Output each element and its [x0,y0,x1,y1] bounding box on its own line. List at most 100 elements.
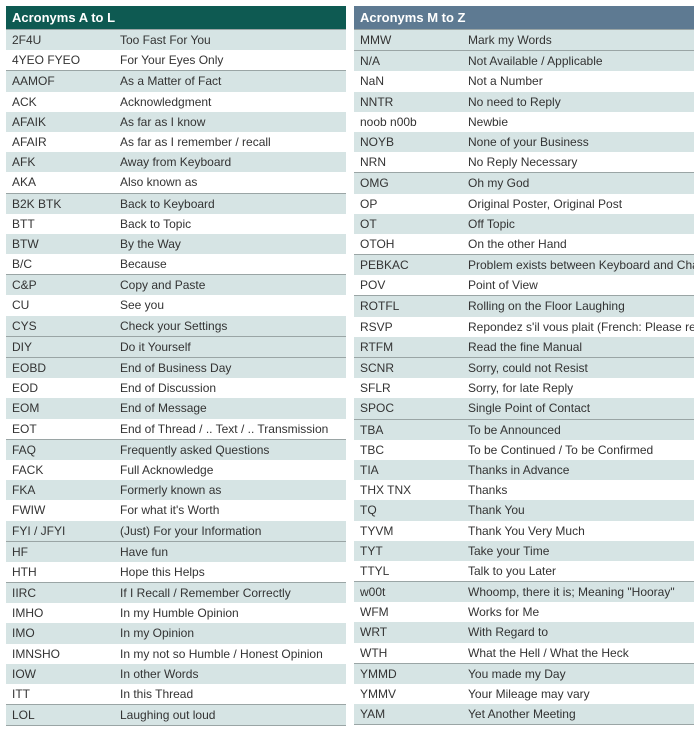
table-row: OTOHOn the other Hand [354,234,694,255]
definition-cell: Problem exists between Keyboard and Chai… [462,255,694,276]
table-row: 4YEO FYEOFor Your Eyes Only [6,50,346,71]
definition-cell: Newbie [462,112,694,132]
acronym-cell: noob n00b [354,112,462,132]
acronym-cell: EOM [6,398,114,418]
definition-cell: Not a Number [462,71,694,91]
table-row: WRTWith Regard to [354,622,694,642]
acronym-cell: B2K BTK [6,193,114,214]
table-row: EOTEnd of Thread / .. Text / .. Transmis… [6,419,346,440]
acronym-cell: NaN [354,71,462,91]
acronym-cell: FAQ [6,439,114,460]
definition-cell: Frequently asked Questions [114,439,346,460]
acronym-cell: HF [6,541,114,562]
table-row: TQThank You [354,500,694,520]
table-row: ACKAcknowledgment [6,92,346,112]
table-row: ROTFLRolling on the Floor Laughing [354,296,694,317]
definition-cell: You made my Day [462,663,694,684]
table-row: CYSCheck your Settings [6,316,346,337]
acronym-group: 2F4UToo Fast For You4YEO FYEOFor Your Ey… [6,30,346,71]
acronym-cell: WFM [354,602,462,622]
table-row: SPOCSingle Point of Contact [354,398,694,419]
table-row: SCNRSorry, could not Resist [354,358,694,379]
table-row: noob n00bNewbie [354,112,694,132]
acronym-group: w00tWhoomp, there it is; Meaning "Hooray… [354,582,694,664]
acronym-cell: EOT [6,419,114,440]
definition-cell: As a Matter of Fact [114,71,346,92]
definition-cell: Because [114,254,346,275]
table-row: IMNSHOIn my not so Humble / Honest Opini… [6,644,346,664]
definition-cell: Oh my God [462,173,694,194]
definition-cell: Off Topic [462,214,694,234]
table-left: 2F4UToo Fast For You4YEO FYEOFor Your Ey… [6,29,346,726]
acronym-cell: LOL [6,705,114,726]
definition-cell: Yet Another Meeting [462,704,694,725]
table-row: FAQFrequently asked Questions [6,439,346,460]
acronym-group: YMMDYou made my DayYMMVYour Mileage may … [354,663,694,725]
table-row: EOMEnd of Message [6,398,346,418]
table-row: TYTTake your Time [354,541,694,561]
definition-cell: Works for Me [462,602,694,622]
acronym-cell: TBC [354,440,462,460]
acronym-cell: AKA [6,172,114,193]
definition-cell: End of Discussion [114,378,346,398]
table-row: AFAIRAs far as I remember / recall [6,132,346,152]
table-row: WFMWorks for Me [354,602,694,622]
acronym-group: EOBDEnd of Business DayEODEnd of Discuss… [6,358,346,440]
acronym-cell: OTOH [354,234,462,255]
definition-cell: Have fun [114,541,346,562]
acronym-cell: 2F4U [6,30,114,51]
definition-cell: Thanks [462,480,694,500]
table-row: CUSee you [6,295,346,315]
header-left: Acronyms A to L [6,6,346,29]
table-row: RTFMRead the fine Manual [354,337,694,358]
table-row: TBCTo be Continued / To be Confirmed [354,440,694,460]
definition-cell: In my Humble Opinion [114,603,346,623]
definition-cell: In my Opinion [114,623,346,643]
acronym-cell: C&P [6,275,114,296]
acronym-cell: AFK [6,152,114,172]
table-row: AKAAlso known as [6,172,346,193]
acronym-group: HFHave funHTHHope this Helps [6,541,346,582]
table-row: TBATo be Announced [354,419,694,440]
acronym-group: C&PCopy and PasteCUSee youCYSCheck your … [6,275,346,337]
table-row: POVPoint of View [354,275,694,296]
acronym-cell: IMHO [6,603,114,623]
acronym-cell: BTT [6,214,114,234]
definition-cell: In other Words [114,664,346,684]
table-row: OMGOh my God [354,173,694,194]
definition-cell: By the Way [114,234,346,254]
definition-cell: Read the fine Manual [462,337,694,358]
acronym-cell: IOW [6,664,114,684]
table-row: EOBDEnd of Business Day [6,358,346,379]
acronym-cell: EOD [6,378,114,398]
acronym-group: OMGOh my GodOPOriginal Poster, Original … [354,173,694,255]
table-row: BTTBack to Topic [6,214,346,234]
acronym-cell: CYS [6,316,114,337]
table-row: IMOIn my Opinion [6,623,346,643]
definition-cell: No need to Reply [462,92,694,112]
acronym-cell: IMNSHO [6,644,114,664]
acronym-cell: OT [354,214,462,234]
acronym-cell: POV [354,275,462,296]
definition-cell: Point of View [462,275,694,296]
table-row: OTOff Topic [354,214,694,234]
definition-cell: Also known as [114,172,346,193]
table-row: NaNNot a Number [354,71,694,91]
definition-cell: Not Available / Applicable [462,51,694,72]
table-row: ITTIn this Thread [6,684,346,705]
acronym-cell: SCNR [354,358,462,379]
table-row: B/CBecause [6,254,346,275]
acronym-group: DIYDo it Yourself [6,336,346,357]
definition-cell: On the other Hand [462,234,694,255]
definition-cell: Hope this Helps [114,562,346,583]
definition-cell: Back to Topic [114,214,346,234]
definition-cell: Copy and Paste [114,275,346,296]
table-row: B2K BTKBack to Keyboard [6,193,346,214]
acronym-group: N/ANot Available / ApplicableNaNNot a Nu… [354,51,694,173]
acronym-cell: WRT [354,622,462,642]
definition-cell: Sorry, for late Reply [462,378,694,398]
table-row: HFHave fun [6,541,346,562]
acronym-group: FAQFrequently asked QuestionsFACKFull Ac… [6,439,346,541]
table-row: OPOriginal Poster, Original Post [354,194,694,214]
acronym-cell: YMMD [354,663,462,684]
